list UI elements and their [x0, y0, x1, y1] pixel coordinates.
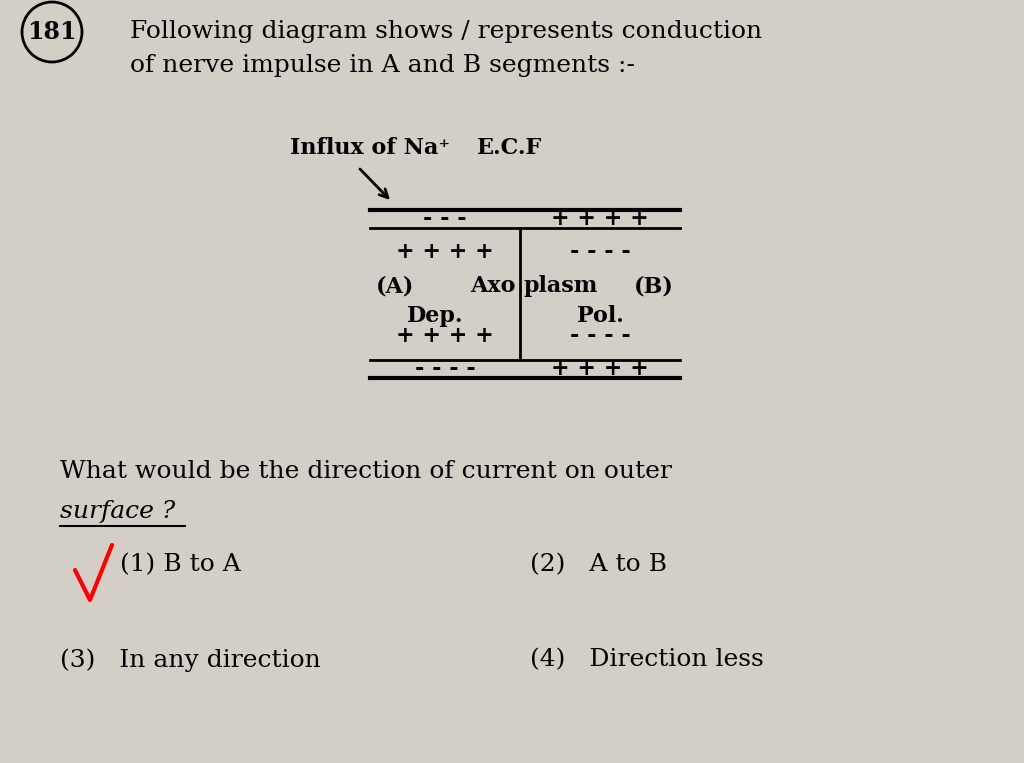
Text: - - - -: - - - - — [569, 241, 631, 263]
Text: (2)   A to B: (2) A to B — [530, 553, 667, 577]
Text: E.C.F: E.C.F — [477, 137, 543, 159]
Text: surface ?: surface ? — [60, 500, 175, 523]
Text: plasm: plasm — [524, 275, 598, 297]
Text: - - - -: - - - - — [415, 358, 475, 380]
Text: + + + +: + + + + — [396, 241, 494, 263]
Text: (A): (A) — [376, 275, 415, 297]
Text: 181: 181 — [28, 20, 77, 44]
Text: + + + +: + + + + — [551, 358, 649, 380]
Text: + + + +: + + + + — [396, 325, 494, 347]
Text: What would be the direction of current on outer: What would be the direction of current o… — [60, 460, 672, 483]
Text: Dep.: Dep. — [407, 305, 463, 327]
Text: + + + +: + + + + — [551, 208, 649, 230]
Text: (1) B to A: (1) B to A — [120, 553, 241, 577]
Text: Axo: Axo — [470, 275, 516, 297]
Text: Pol.: Pol. — [577, 305, 624, 327]
Text: (3)   In any direction: (3) In any direction — [60, 649, 321, 671]
Text: - - -: - - - — [423, 208, 467, 230]
Text: (B): (B) — [634, 275, 674, 297]
Text: Following diagram shows / represents conduction
of nerve impulse in A and B segm: Following diagram shows / represents con… — [130, 20, 762, 77]
Text: (4)   Direction less: (4) Direction less — [530, 649, 764, 671]
Text: Influx of Na⁺: Influx of Na⁺ — [290, 137, 451, 159]
Text: - - - -: - - - - — [569, 325, 631, 347]
